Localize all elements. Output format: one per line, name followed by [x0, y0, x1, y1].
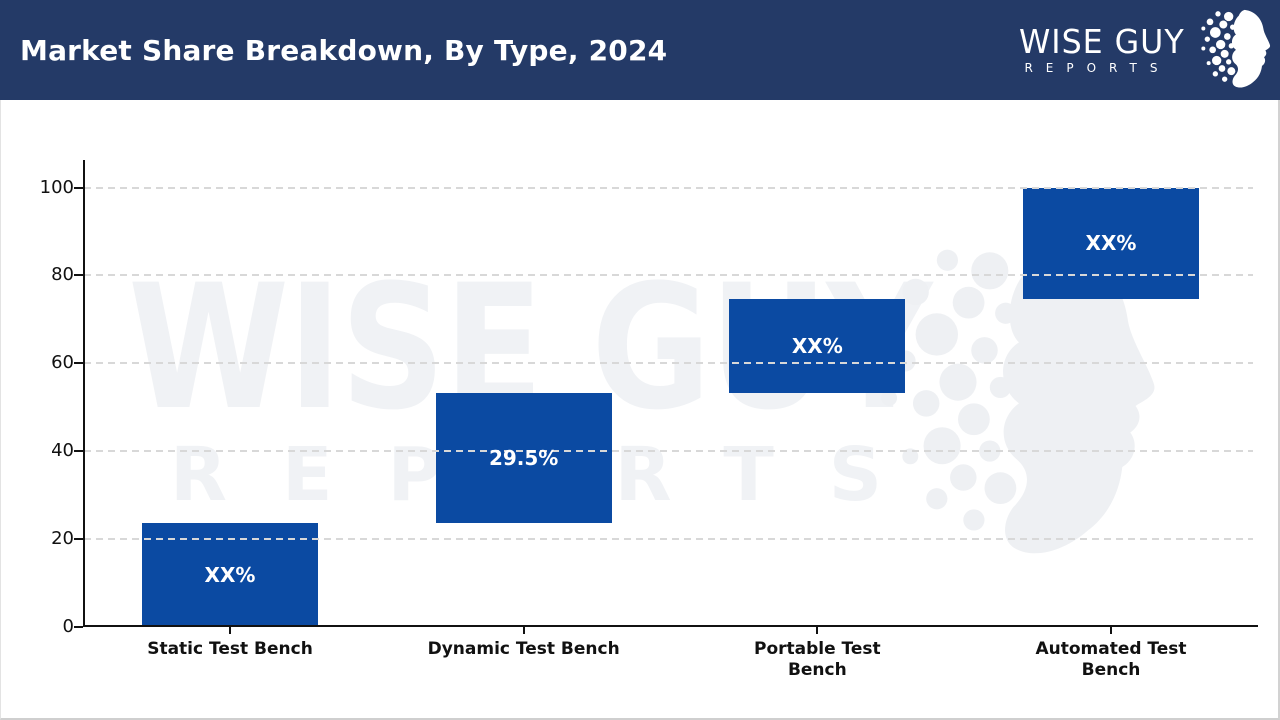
y-tick-mark: [74, 362, 83, 365]
gridline: [84, 186, 1253, 189]
gridline: [84, 274, 1253, 277]
x-axis-spine: [83, 625, 1258, 627]
bar-value-label: XX%: [791, 334, 843, 359]
y-tick-mark: [74, 537, 83, 540]
y-axis-spine: [83, 160, 85, 627]
y-tick-label: 40: [51, 439, 74, 461]
bar-value-label: 29.5%: [488, 446, 559, 471]
x-category-label: Dynamic Test Bench: [427, 639, 620, 659]
x-category-label: Automated Test Bench: [1035, 639, 1187, 680]
logo-wordmark: WISE GUY: [1019, 22, 1186, 61]
logo-subtext: REPORTS: [1024, 61, 1171, 75]
x-tick-mark: [816, 627, 819, 634]
y-tick-mark: [74, 186, 83, 189]
waterfall-bar: [142, 522, 318, 627]
wiseguy-logo: WISE GUY REPORTS: [1019, 0, 1274, 100]
bar-value-label: XX%: [204, 562, 256, 587]
x-tick-mark: [522, 627, 525, 634]
x-tick-mark: [1110, 627, 1112, 634]
chart-title: Market Share Breakdown, By Type, 2024: [20, 33, 668, 67]
y-tick-label: 20: [51, 527, 74, 549]
x-category-label: Portable Test Bench: [753, 639, 881, 680]
y-tick-mark: [74, 274, 83, 277]
y-tick-label: 80: [51, 264, 74, 286]
waterfall-bar: [435, 393, 612, 523]
wiseguy-face-logo-icon: [1201, 9, 1271, 88]
x-tick-mark: [229, 627, 231, 634]
gridline: [84, 362, 1253, 365]
x-category-label: Static Test Bench: [147, 639, 313, 659]
y-tick-mark: [74, 449, 83, 452]
waterfall-bar: [729, 299, 906, 394]
wiseguy-logo-text: WISE GUY REPORTS: [1019, 25, 1192, 75]
y-tick-label: 0: [62, 615, 74, 637]
gridline: [84, 537, 1253, 540]
header-bar: Market Share Breakdown, By Type, 2024 WI…: [0, 0, 1280, 100]
y-tick-mark: [74, 625, 83, 628]
gridline: [84, 449, 1253, 452]
y-tick-label: 60: [51, 352, 74, 374]
y-tick-label: 100: [39, 176, 74, 198]
bar-value-label: XX%: [1085, 231, 1137, 256]
